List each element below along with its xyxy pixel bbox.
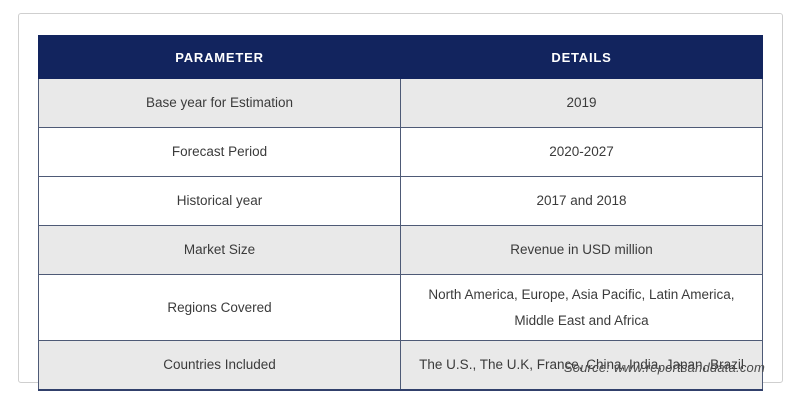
- details-cell: Revenue in USD million: [400, 225, 763, 275]
- table-header: PARAMETER DETAILS: [38, 35, 763, 79]
- details-cell: 2020-2027: [400, 127, 763, 177]
- table-row: Forecast Period 2020-2027: [38, 127, 763, 177]
- table-row: Countries Included The U.S., The U.K, Fr…: [38, 340, 763, 391]
- table-row: Base year for Estimation 2019: [38, 78, 763, 128]
- header-cell-details: DETAILS: [400, 35, 763, 79]
- parameter-cell: Base year for Estimation: [38, 78, 401, 128]
- report-card: PARAMETER DETAILS Base year for Estimati…: [18, 13, 783, 391]
- details-cell: 2017 and 2018: [400, 176, 763, 226]
- parameter-cell: Historical year: [38, 176, 401, 226]
- table-container: PARAMETER DETAILS Base year for Estimati…: [38, 35, 763, 391]
- parameter-details-table: PARAMETER DETAILS Base year for Estimati…: [38, 35, 763, 391]
- parameter-cell: Regions Covered: [38, 274, 401, 341]
- table-row: Market Size Revenue in USD million: [38, 225, 763, 275]
- details-cell: The U.S., The U.K, France, China, India,…: [400, 340, 763, 391]
- parameter-cell: Market Size: [38, 225, 401, 275]
- table-row: Historical year 2017 and 2018: [38, 176, 763, 226]
- header-cell-parameter: PARAMETER: [38, 35, 401, 79]
- details-cell: North America, Europe, Asia Pacific, Lat…: [400, 274, 763, 341]
- table-body: Base year for Estimation 2019 Forecast P…: [38, 78, 763, 391]
- header-row: PARAMETER DETAILS: [38, 35, 763, 79]
- parameter-cell: Forecast Period: [38, 127, 401, 177]
- source-attribution: Source: www.reportsanddata.com: [563, 360, 765, 375]
- details-cell: 2019: [400, 78, 763, 128]
- parameter-cell: Countries Included: [38, 340, 401, 391]
- table-row: Regions Covered North America, Europe, A…: [38, 274, 763, 341]
